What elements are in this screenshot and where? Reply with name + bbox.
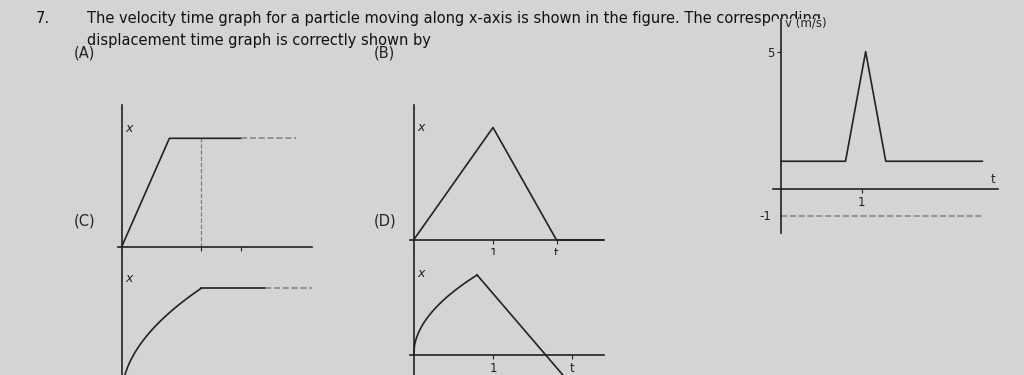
Text: The velocity time graph for a particle moving along x-axis is shown in the figur: The velocity time graph for a particle m… [87,11,821,48]
Text: (D): (D) [374,214,396,229]
Text: (A): (A) [74,45,95,60]
Text: x: x [126,272,133,285]
Text: 7.: 7. [36,11,50,26]
Text: x: x [126,122,133,135]
Text: -1: -1 [760,210,771,222]
Text: (B): (B) [374,45,395,60]
Text: x: x [418,267,425,280]
Text: x: x [418,121,425,134]
Text: (C): (C) [74,214,95,229]
Text: v (m/s): v (m/s) [785,17,826,30]
Text: t: t [990,174,995,186]
